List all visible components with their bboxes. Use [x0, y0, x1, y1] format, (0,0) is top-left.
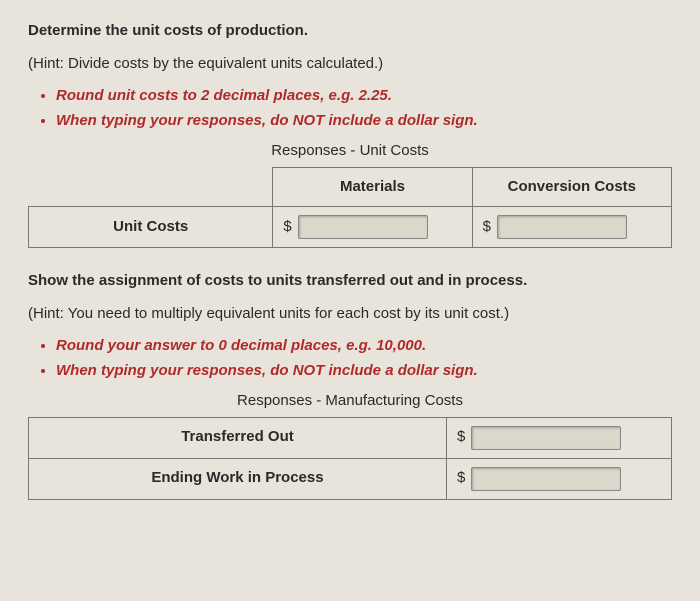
- section2-responses-title: Responses - Manufacturing Costs: [28, 390, 672, 413]
- header-conversion: Conversion Costs: [472, 167, 671, 207]
- section2-bullets: Round your answer to 0 decimal places, e…: [28, 335, 672, 382]
- section1-heading: Determine the unit costs of production.: [28, 20, 672, 43]
- section1-bullet-1: Round unit costs to 2 decimal places, e.…: [56, 85, 672, 108]
- section2-hint: (Hint: You need to multiply equivalent u…: [28, 303, 672, 326]
- dollar-sign: $: [457, 467, 465, 490]
- input-conversion[interactable]: [497, 215, 627, 239]
- row-label-unit-costs: Unit Costs: [29, 207, 273, 248]
- unit-costs-table: Materials Conversion Costs Unit Costs $ …: [28, 167, 672, 249]
- section-unit-costs: Determine the unit costs of production. …: [28, 20, 672, 248]
- section2-heading: Show the assignment of costs to units tr…: [28, 270, 672, 293]
- section1-bullets: Round unit costs to 2 decimal places, e.…: [28, 85, 672, 132]
- header-materials: Materials: [273, 167, 472, 207]
- manufacturing-costs-table: Transferred Out $ Ending Work in Process…: [28, 417, 672, 500]
- cell-conversion: $: [472, 207, 671, 248]
- blank-header: [29, 167, 273, 207]
- dollar-sign: $: [283, 216, 291, 239]
- cell-ending-wip: $: [446, 458, 671, 499]
- input-ending-wip[interactable]: [471, 467, 621, 491]
- cell-transferred-out: $: [446, 417, 671, 458]
- input-transferred-out[interactable]: [471, 426, 621, 450]
- dollar-sign: $: [457, 426, 465, 449]
- row-label-ending-wip: Ending Work in Process: [29, 458, 447, 499]
- dollar-sign: $: [483, 216, 491, 239]
- section1-bullet-2: When typing your responses, do NOT inclu…: [56, 110, 672, 133]
- section2-bullet-2: When typing your responses, do NOT inclu…: [56, 360, 672, 383]
- section1-responses-title: Responses - Unit Costs: [28, 140, 672, 163]
- section2-bullet-1: Round your answer to 0 decimal places, e…: [56, 335, 672, 358]
- section-manufacturing-costs: Show the assignment of costs to units tr…: [28, 270, 672, 500]
- row-label-transferred-out: Transferred Out: [29, 417, 447, 458]
- cell-materials: $: [273, 207, 472, 248]
- section1-hint: (Hint: Divide costs by the equivalent un…: [28, 53, 672, 76]
- input-materials[interactable]: [298, 215, 428, 239]
